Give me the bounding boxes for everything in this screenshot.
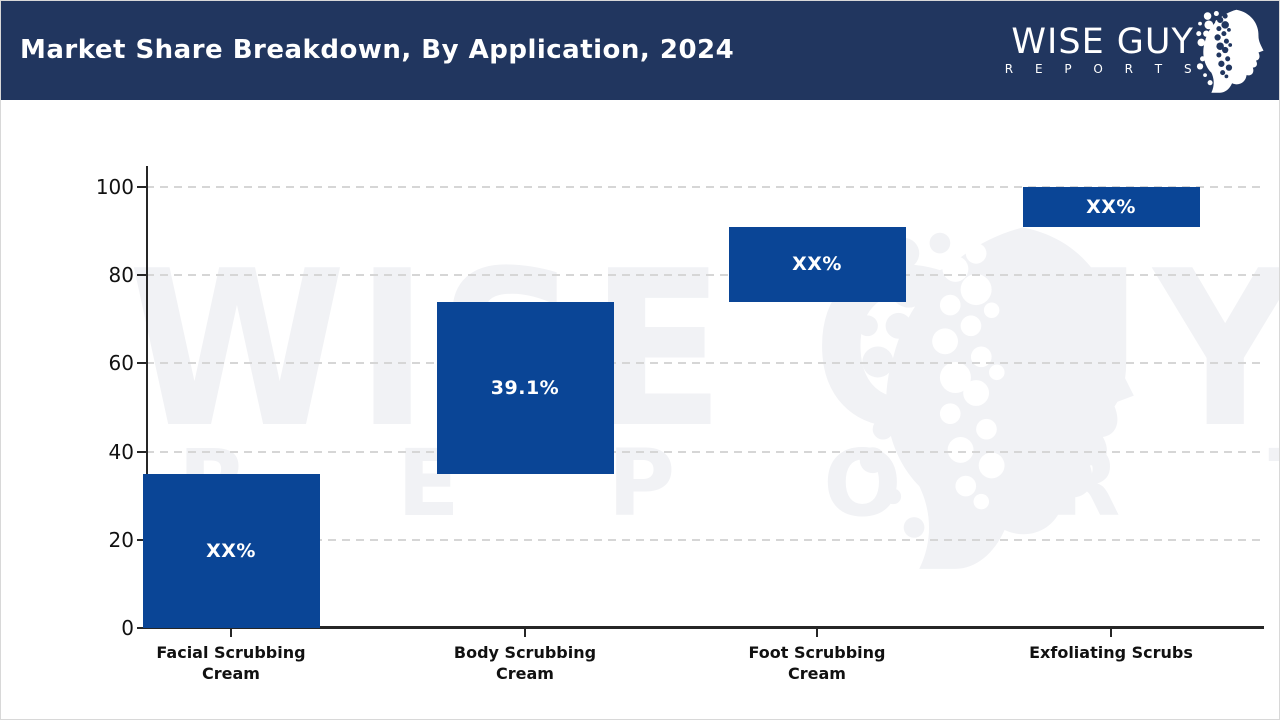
y-tick-mark-100 xyxy=(137,186,146,188)
y-tick-label-100: 100 xyxy=(95,175,134,199)
x-category-label-1: Facial Scrubbing Cream xyxy=(156,643,306,683)
wiseguy-logo: WISE GUY R E P O R T S xyxy=(1005,0,1270,100)
x-tick-mark-1 xyxy=(230,629,232,637)
wiseguy-logo-text: WISE GUY R E P O R T S xyxy=(1005,24,1201,76)
y-tick-mark-60 xyxy=(137,362,146,365)
header-bar: Market Share Breakdown, By Application, … xyxy=(0,0,1280,100)
bar-3: XX% xyxy=(728,227,906,302)
y-tick-label-20: 20 xyxy=(108,527,134,552)
y-tick-mark-40 xyxy=(137,450,146,453)
x-axis-line xyxy=(145,626,1264,629)
bar-1: XX% xyxy=(142,474,320,628)
wiseguy-head-icon xyxy=(1195,9,1264,93)
y-tick-mark-0 xyxy=(137,627,146,629)
gridline-60 xyxy=(146,362,1262,365)
x-tick-mark-3 xyxy=(816,629,818,637)
y-tick-mark-20 xyxy=(137,538,146,541)
x-category-label-4: Exfoliating Scrubs xyxy=(1029,643,1193,662)
page-title: Market Share Breakdown, By Application, … xyxy=(20,35,735,65)
bar-value-label-1: XX% xyxy=(206,540,256,563)
gridline-20 xyxy=(146,538,1262,541)
bar-value-label-3: XX% xyxy=(792,253,842,276)
bar-4: XX% xyxy=(1022,187,1200,228)
gridline-100 xyxy=(146,186,1262,188)
y-tick-mark-80 xyxy=(137,274,146,277)
y-tick-label-40: 40 xyxy=(108,439,134,464)
y-axis-line xyxy=(146,166,148,628)
x-tick-mark-4 xyxy=(1110,629,1112,637)
x-category-label-3: Foot Scrubbing Cream xyxy=(748,643,886,683)
gridline-80 xyxy=(146,274,1262,277)
x-tick-mark-2 xyxy=(524,629,526,637)
bar-value-label-4: XX% xyxy=(1086,196,1136,219)
bar-2: 39.1% xyxy=(436,301,614,475)
gridline-40 xyxy=(146,450,1262,453)
y-tick-label-60: 60 xyxy=(108,351,134,376)
x-category-label-2: Body Scrubbing Cream xyxy=(453,643,597,683)
bar-value-label-2: 39.1% xyxy=(490,376,560,399)
wiseguy-logo-wordmark: WISE GUY xyxy=(1011,22,1194,62)
y-tick-label-0: 0 xyxy=(121,616,134,640)
wiseguy-logo-subtitle: R E P O R T S xyxy=(1004,62,1201,76)
y-tick-label-80: 80 xyxy=(108,263,134,288)
